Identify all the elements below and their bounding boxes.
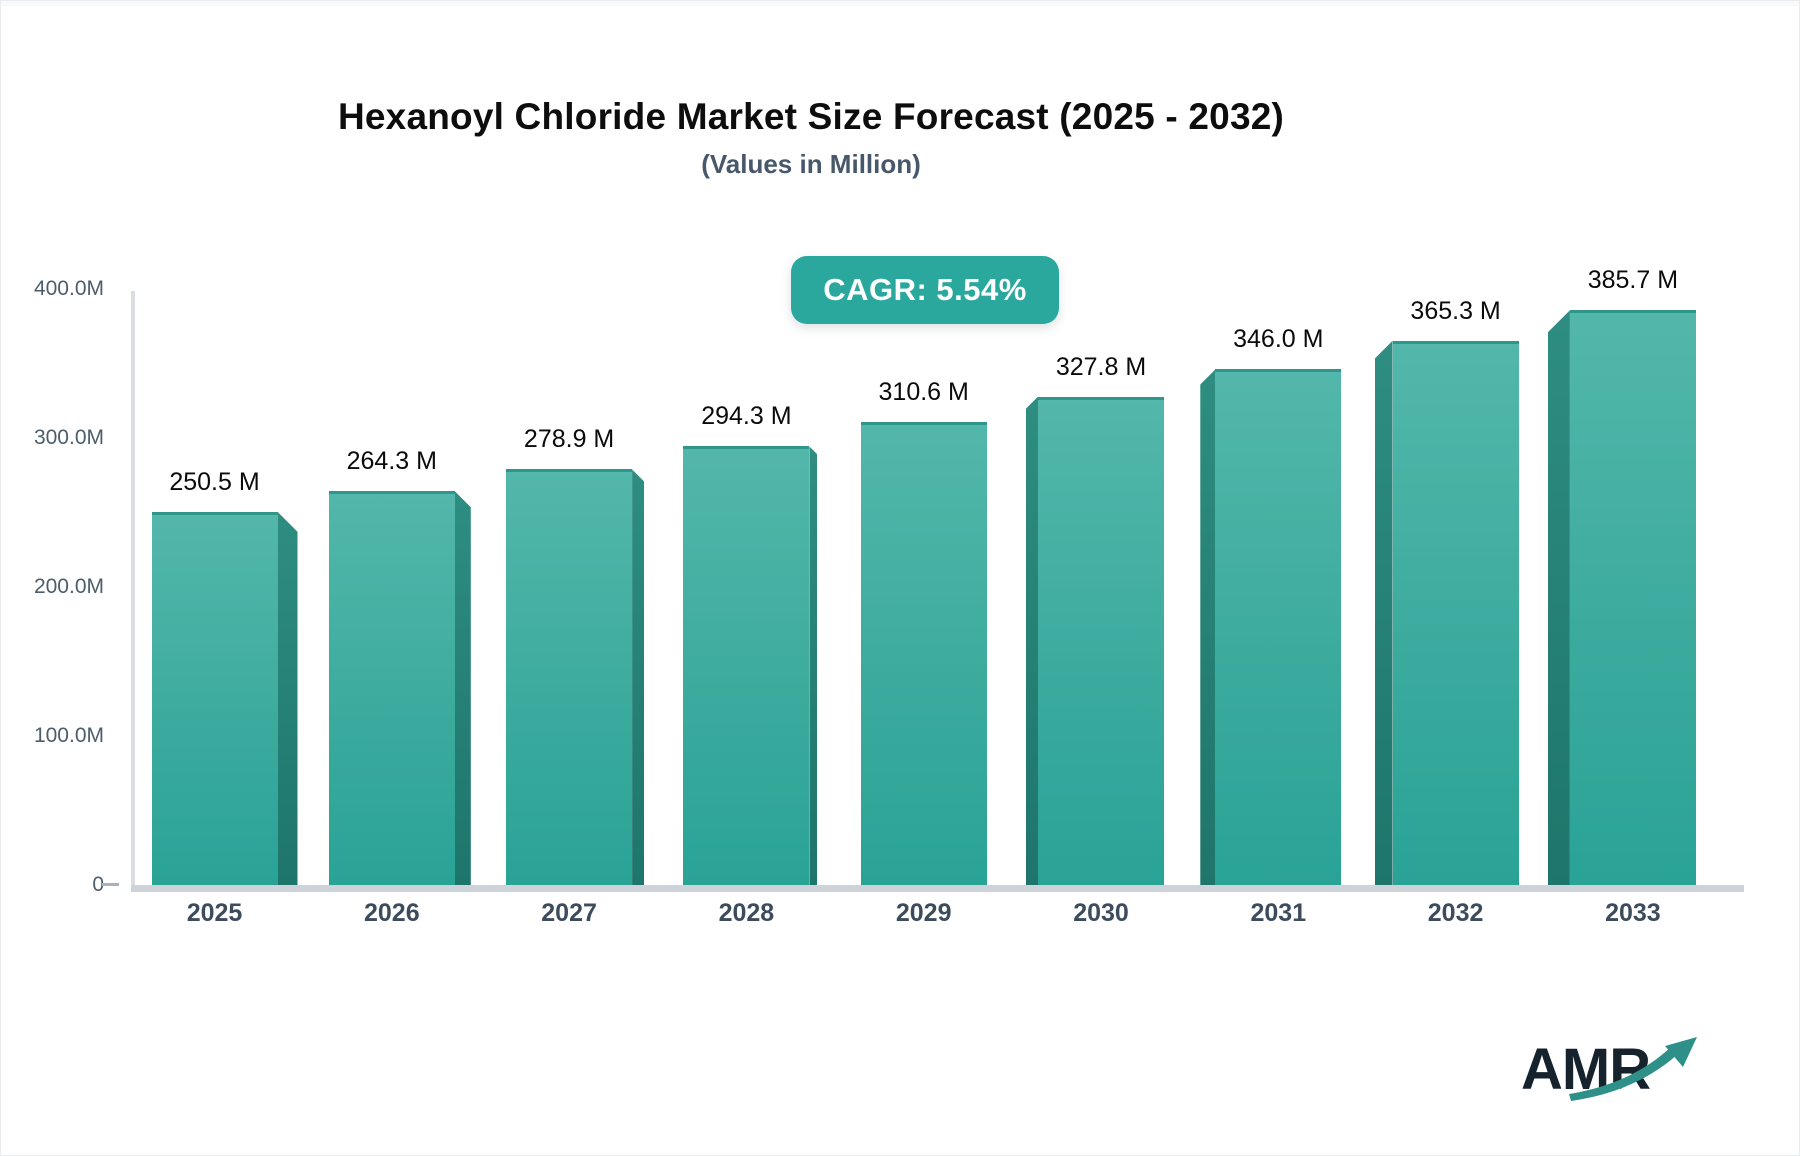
- bar-face: [151, 511, 278, 885]
- x-axis-category-label: 2033: [1605, 899, 1661, 927]
- top-edge-strip: [1, 1, 1799, 6]
- bar-value-label: 385.7 M: [1587, 266, 1679, 295]
- y-axis-line: [131, 291, 135, 885]
- bar-2030: [1026, 396, 1164, 885]
- bar-2025: [151, 511, 298, 885]
- bar-side-shade: [809, 446, 818, 885]
- bar-2026: [328, 491, 471, 885]
- bar-2027: [506, 469, 645, 885]
- x-axis-category-label: 2029: [895, 899, 952, 927]
- cagr-badge-label: CAGR: 5.54%: [823, 272, 1027, 307]
- bar-value-label: 365.3 M: [1410, 296, 1501, 325]
- chart-title: Hexanoyl Chloride Market Size Forecast (…: [337, 96, 1285, 137]
- x-axis-category-label: 2025: [186, 899, 243, 927]
- bar-face: [1038, 396, 1164, 885]
- y-axis-tick-label: 0: [92, 873, 104, 896]
- y-axis-tick-label: 300.0M: [33, 426, 104, 449]
- x-axis-category-label: 2030: [1073, 899, 1129, 927]
- bar-face: [860, 422, 987, 885]
- bar-side-shade: [277, 511, 298, 885]
- bar-side-shade: [632, 469, 645, 885]
- amr-arrow-swoosh-icon: [1569, 1047, 1678, 1101]
- bar-face: [506, 469, 633, 885]
- bar-2029: [860, 422, 987, 885]
- y-axis-tick-label: 100.0M: [33, 724, 104, 747]
- y-axis-tick-label: 200.0M: [33, 575, 104, 598]
- x-axis-category-label: 2032: [1427, 899, 1484, 927]
- bar-side-shade: [1200, 369, 1216, 885]
- bar-face: [683, 446, 810, 885]
- x-axis-category-label: 2028: [718, 899, 775, 927]
- cagr-badge: CAGR: 5.54%: [791, 256, 1059, 324]
- bar-value-label: 278.9 M: [523, 425, 615, 454]
- bar-2032: [1374, 340, 1519, 885]
- y-axis-tick-label: 400.0M: [33, 277, 104, 300]
- bar-2033: [1547, 310, 1696, 885]
- x-axis-category-label: 2026: [363, 899, 420, 927]
- y-axis-tick-mark: [102, 883, 119, 886]
- bar-value-label: 327.8 M: [1055, 352, 1147, 381]
- x-axis-category-label: 2027: [541, 899, 597, 927]
- chart-subtitle: (Values in Million): [701, 149, 921, 179]
- x-axis-baseline: [131, 885, 1744, 892]
- amr-logo: AMR: [1521, 1037, 1697, 1102]
- bar-value-label: 294.3 M: [701, 402, 792, 431]
- bar-value-label: 346.0 M: [1233, 325, 1324, 354]
- bar-2031: [1200, 369, 1342, 885]
- bar-face: [1569, 310, 1696, 885]
- bar-face: [1392, 340, 1519, 885]
- bar-side-shade: [1374, 340, 1393, 885]
- x-axis-category-label: 2031: [1250, 899, 1307, 927]
- bar-value-label: 310.6 M: [878, 378, 969, 407]
- bar-2028: [683, 446, 818, 885]
- bar-side-shade: [454, 491, 471, 885]
- bar-value-label: 250.5 M: [169, 467, 260, 496]
- amr-arrowhead-icon: [1665, 1037, 1697, 1067]
- bar-side-shade: [1026, 396, 1038, 885]
- bar-value-label: 264.3 M: [346, 447, 437, 476]
- bar-side-shade: [1547, 310, 1570, 885]
- bar-face: [1215, 369, 1342, 885]
- bar-face: [328, 491, 455, 885]
